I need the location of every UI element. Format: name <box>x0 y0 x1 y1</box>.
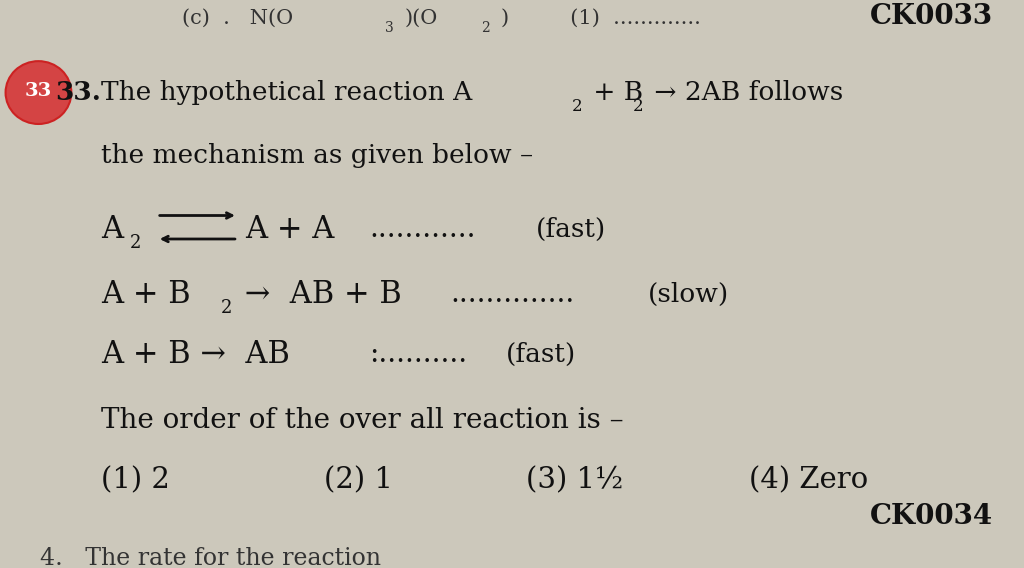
Text: the mechanism as given below –: the mechanism as given below – <box>101 143 534 168</box>
Text: (fast): (fast) <box>506 343 577 367</box>
Ellipse shape <box>5 61 72 124</box>
Text: The order of the over all reaction is –: The order of the over all reaction is – <box>101 407 624 434</box>
Text: 2: 2 <box>220 299 232 318</box>
Text: (1) 2: (1) 2 <box>101 466 170 495</box>
Text: ..............: .............. <box>451 281 574 308</box>
Text: (fast): (fast) <box>537 216 606 241</box>
Text: 2: 2 <box>571 98 583 115</box>
Text: 2: 2 <box>633 98 643 115</box>
Text: 4.   The rate for the reaction: 4. The rate for the reaction <box>41 547 382 568</box>
Text: 3: 3 <box>385 22 393 35</box>
Text: (4) Zero: (4) Zero <box>749 466 868 495</box>
Text: (2) 1: (2) 1 <box>324 466 393 495</box>
Text: → 2AB follows: → 2AB follows <box>646 80 843 105</box>
Text: (c)  .   N(O: (c) . N(O <box>182 9 293 28</box>
Text: 2: 2 <box>480 22 489 35</box>
Text: →  AB + B: → AB + B <box>234 279 401 310</box>
Text: )(O: )(O <box>404 9 438 28</box>
Text: CK0034: CK0034 <box>870 503 993 530</box>
Text: ): ) <box>501 9 509 28</box>
Text: A + A: A + A <box>245 214 334 245</box>
Text: :..........: :.......... <box>370 341 468 368</box>
Text: (1)  .............: (1) ............. <box>557 9 700 28</box>
Text: A: A <box>101 214 123 245</box>
Text: (3) 1½: (3) 1½ <box>526 466 624 495</box>
Text: 2: 2 <box>129 234 141 252</box>
Text: 33.: 33. <box>55 80 101 105</box>
Text: (slow): (slow) <box>647 282 729 307</box>
Text: The hypothetical reaction A: The hypothetical reaction A <box>101 80 472 105</box>
Text: 33: 33 <box>25 82 52 100</box>
Text: A + B →  AB: A + B → AB <box>101 339 290 370</box>
Text: ............: ............ <box>370 216 476 243</box>
Text: A + B: A + B <box>101 279 190 310</box>
Text: + B: + B <box>585 80 643 105</box>
Text: CK0033: CK0033 <box>870 3 993 30</box>
